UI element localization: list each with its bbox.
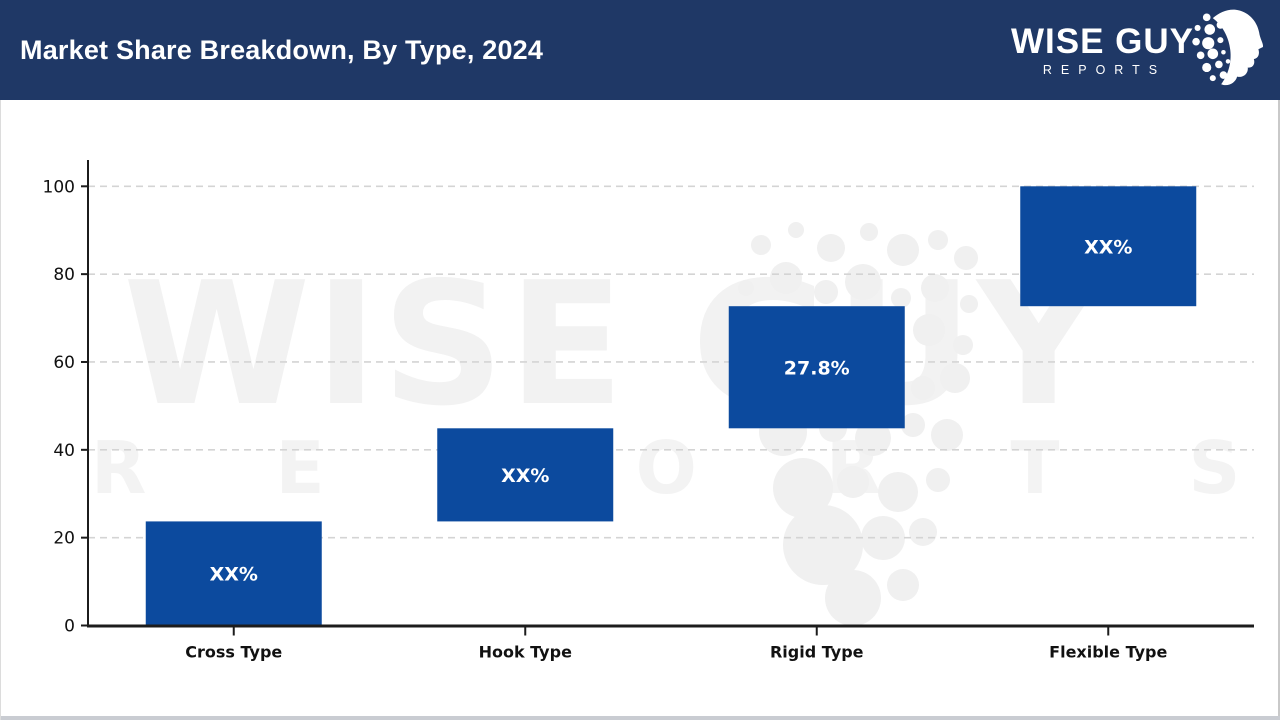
bar-value-label-rigid-type: 27.8% — [784, 357, 850, 379]
logo: WISE GUY REPORTS — [1011, 7, 1266, 93]
header: Market Share Breakdown, By Type, 2024 WI… — [0, 0, 1280, 100]
xtick-label-flexible-type: Flexible Type — [1049, 643, 1167, 662]
watermark-subtext: R E P O R T S — [91, 426, 1280, 510]
ytick-label-20: 20 — [53, 529, 75, 549]
bar-value-label-cross-type: XX% — [210, 563, 258, 585]
bar-cross-type — [145, 521, 322, 626]
bar-hook-type — [437, 428, 614, 522]
ytick-label-0: 0 — [64, 617, 75, 637]
bar-flexible-type — [1020, 186, 1197, 307]
bar-value-label-flexible-type: XX% — [1084, 236, 1132, 258]
chart-title: Market Share Breakdown, By Type, 2024 — [20, 34, 544, 65]
xtick-label-rigid-type: Rigid Type — [770, 643, 864, 662]
logo-text: WISE GUY REPORTS — [1011, 24, 1194, 77]
logo-wordmark: WISE GUY — [1010, 21, 1194, 61]
logo-subtext: REPORTS — [1042, 62, 1167, 77]
ytick-label-40: 40 — [53, 441, 75, 461]
bar-value-label-hook-type: XX% — [501, 465, 549, 487]
xtick-label-hook-type: Hook Type — [479, 643, 572, 662]
bar-rigid-type — [728, 306, 905, 429]
ytick-label-60: 60 — [53, 353, 75, 373]
bottom-border-line — [1, 716, 1280, 720]
ytick-label-100: 100 — [43, 177, 75, 197]
ytick-label-80: 80 — [53, 265, 75, 285]
xtick-label-cross-type: Cross Type — [185, 643, 282, 662]
logo-head-icon — [1192, 9, 1264, 86]
